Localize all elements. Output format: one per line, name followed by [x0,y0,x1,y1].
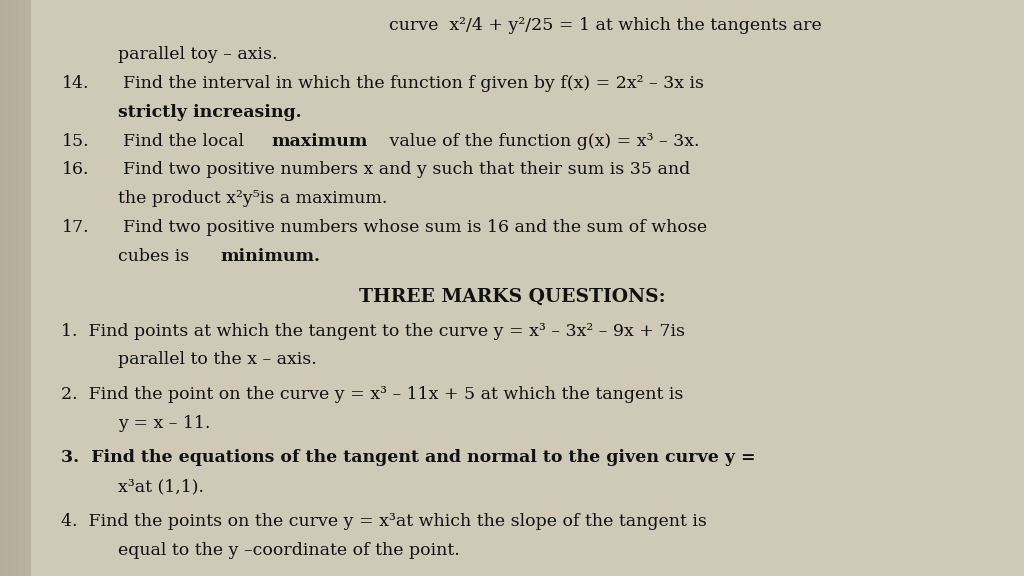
Text: curve  x²/4 + y²/25 = 1 at which the tangents are: curve x²/4 + y²/25 = 1 at which the tang… [389,17,822,35]
Text: strictly increasing.: strictly increasing. [118,104,301,121]
Text: parallel to the x – axis.: parallel to the x – axis. [118,351,316,369]
Text: value of the function g(x) = x³ – 3x.: value of the function g(x) = x³ – 3x. [384,132,699,150]
Text: Find two positive numbers whose sum is 16 and the sum of whose: Find two positive numbers whose sum is 1… [123,219,707,236]
Bar [25,0,31,576]
Bar [18,0,25,576]
Text: equal to the y –coordinate of the point.: equal to the y –coordinate of the point. [118,541,460,559]
Bar [6,0,12,576]
Text: maximum: maximum [271,132,368,150]
Text: Find the local: Find the local [123,132,250,150]
Text: 1.  Find points at which the tangent to the curve y = x³ – 3x² – 9x + 7is: 1. Find points at which the tangent to t… [61,323,685,340]
Bar [0,0,31,576]
Text: x³at (1,1).: x³at (1,1). [118,478,204,495]
Text: 3.  Find the equations of the tangent and normal to the given curve y =: 3. Find the equations of the tangent and… [61,449,756,467]
Text: 14.: 14. [61,75,89,92]
Text: 15.: 15. [61,132,89,150]
Text: the product x²y⁵is a maximum.: the product x²y⁵is a maximum. [118,190,387,207]
Text: cubes is: cubes is [118,248,195,265]
Text: 2.  Find the point on the curve y = x³ – 11x + 5 at which the tangent is: 2. Find the point on the curve y = x³ – … [61,386,684,403]
Text: THREE MARKS QUESTIONS:: THREE MARKS QUESTIONS: [358,287,666,306]
Bar [0,0,6,576]
Text: Find two positive numbers x and y such that their sum is 35 and: Find two positive numbers x and y such t… [123,161,690,179]
Text: 16.: 16. [61,161,89,179]
Text: 17.: 17. [61,219,89,236]
Text: minimum.: minimum. [220,248,321,265]
Text: Find the interval in which the function f given by f(x) = 2x² – 3x is: Find the interval in which the function … [123,75,703,92]
Text: parallel toy – axis.: parallel toy – axis. [118,46,278,63]
Text: y = x – 11.: y = x – 11. [118,415,210,432]
Text: 4.  Find the points on the curve y = x³at which the slope of the tangent is: 4. Find the points on the curve y = x³at… [61,513,708,530]
Bar [12,0,18,576]
